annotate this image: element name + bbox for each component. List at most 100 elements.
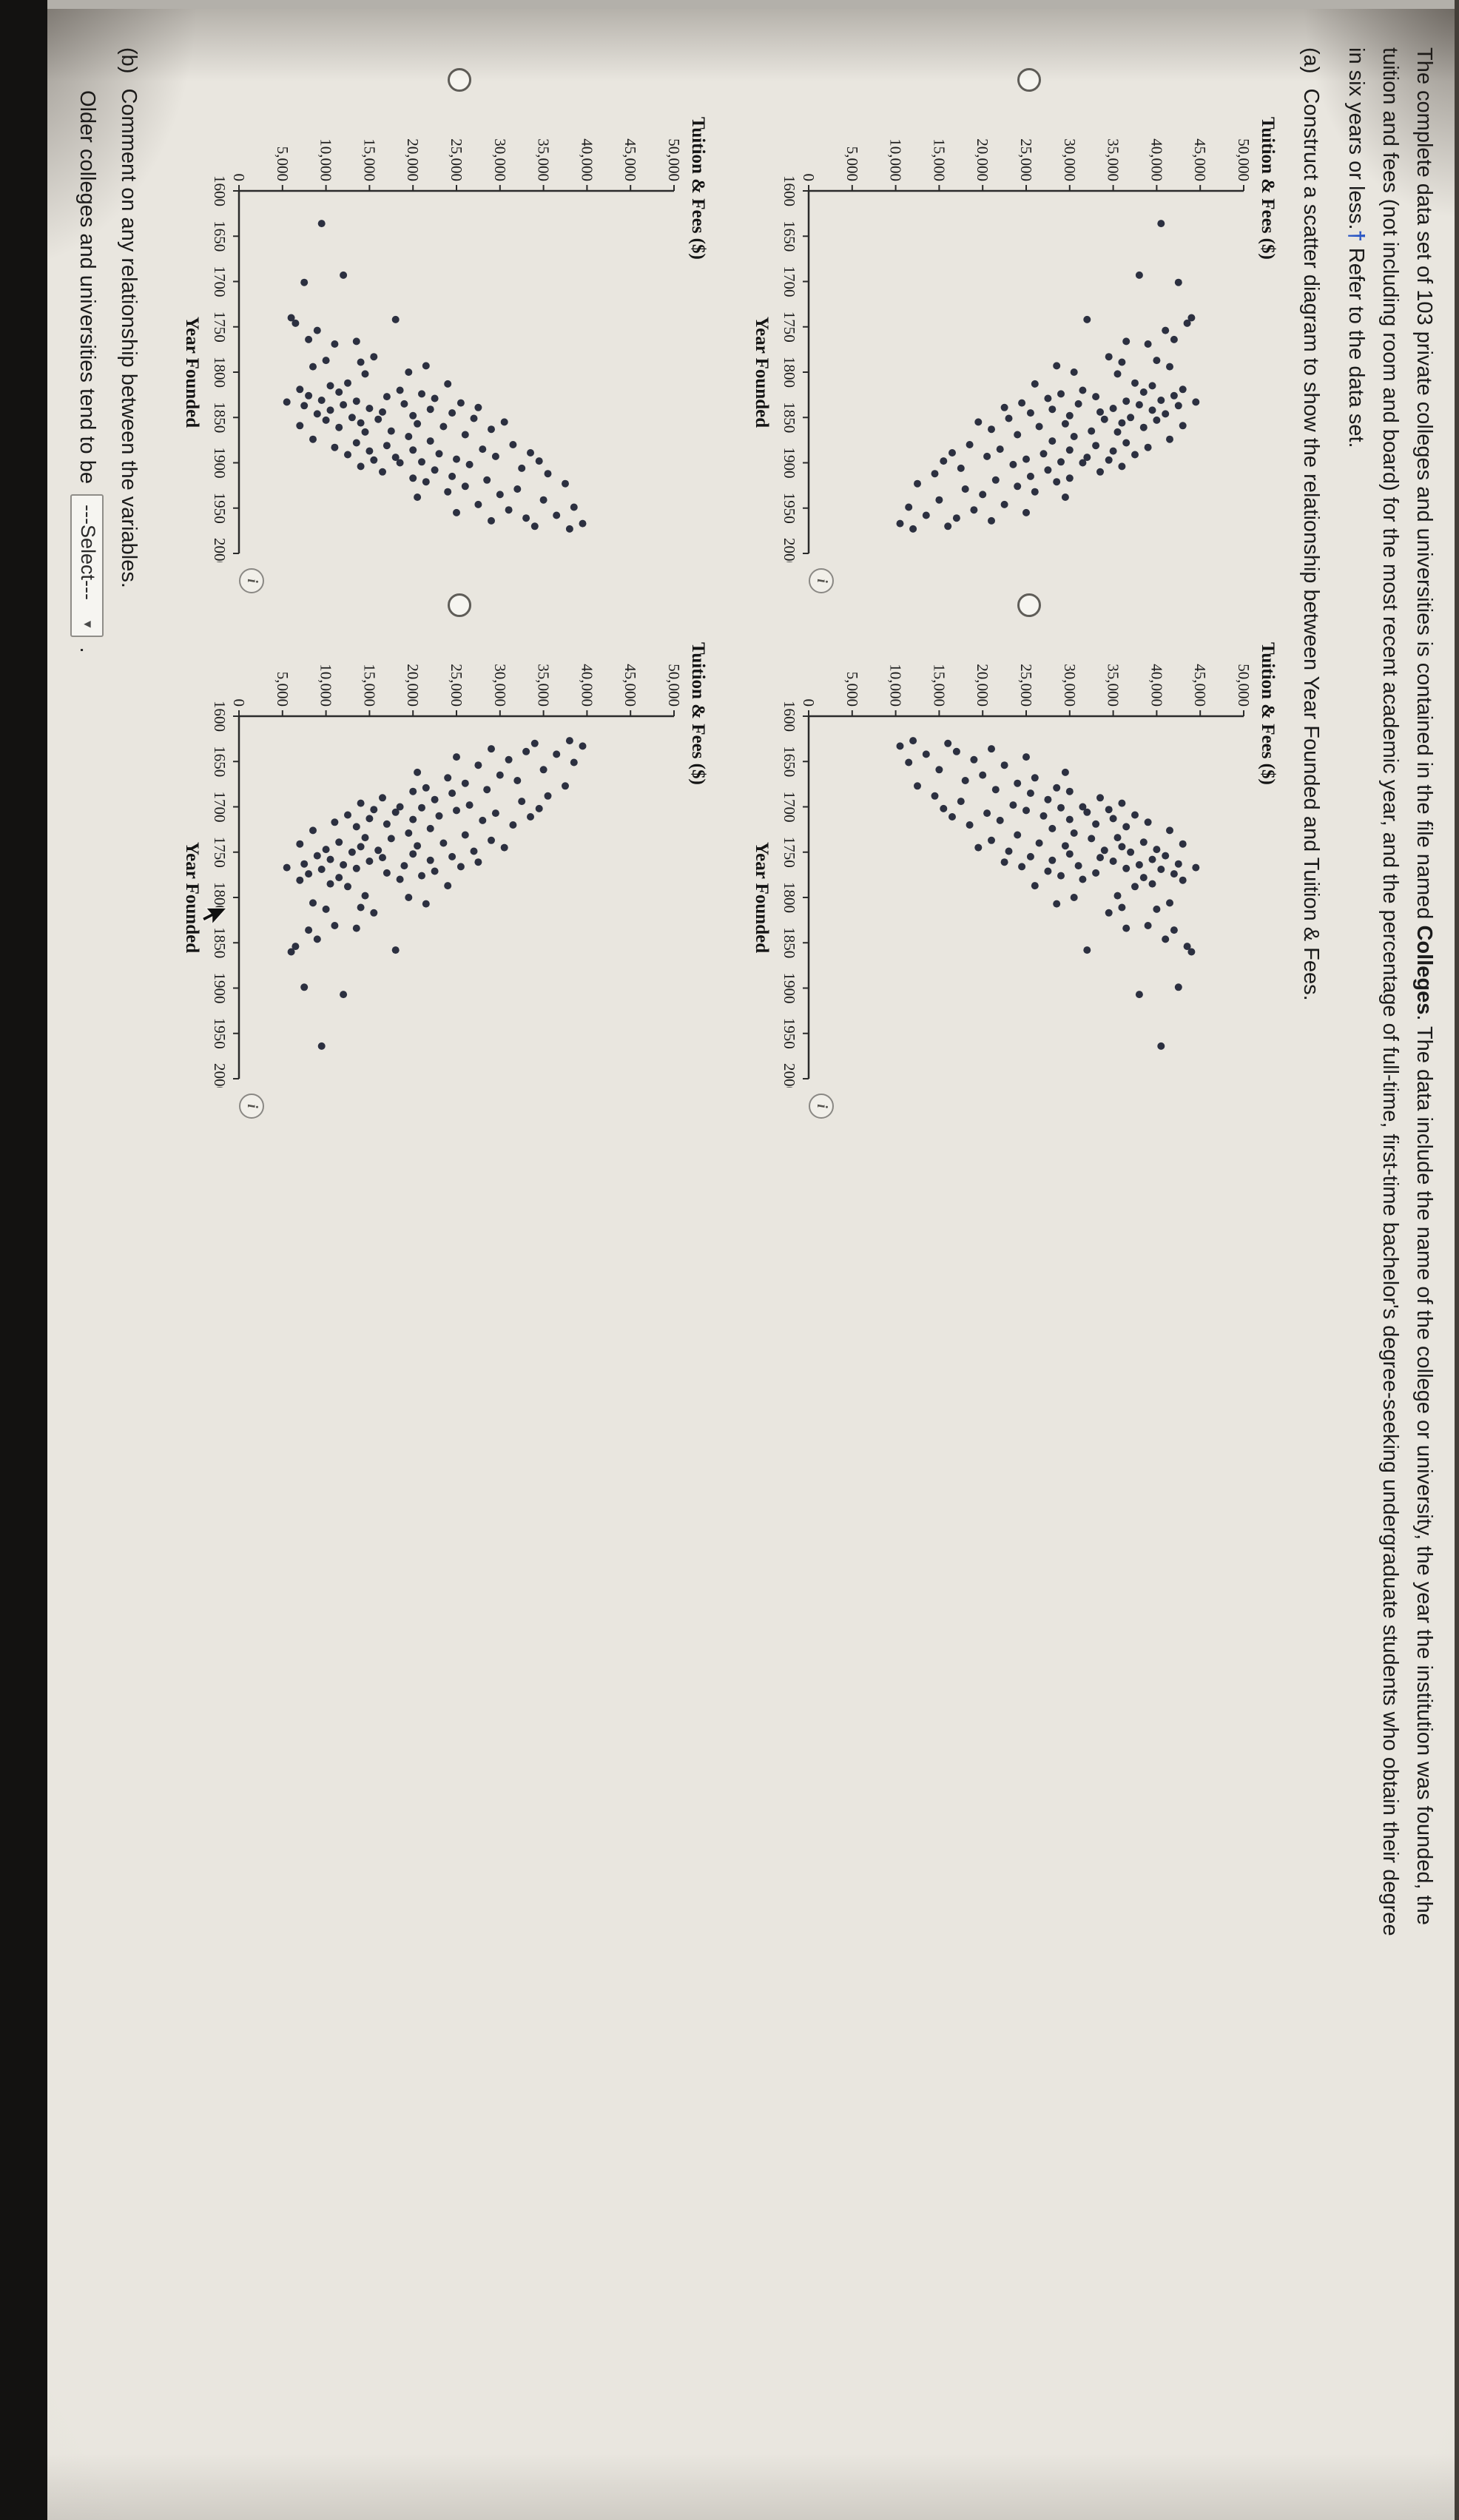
- svg-text:5,000: 5,000: [843, 146, 861, 181]
- svg-text:40,000: 40,000: [578, 138, 596, 181]
- svg-text:1850: 1850: [781, 927, 798, 958]
- svg-text:35,000: 35,000: [535, 138, 553, 181]
- svg-text:20,000: 20,000: [974, 138, 991, 181]
- option-3-plot[interactable]: Tuition & Fees ($) 0 5,000 10,000 15,000 20,…: [181, 111, 708, 570]
- svg-text:1900: 1900: [211, 973, 229, 1004]
- x-axis-title: Year Founded: [752, 841, 772, 954]
- info-icon[interactable]: i: [809, 568, 834, 593]
- x-axis-title: Year Founded: [182, 316, 202, 428]
- scatter-option-2[interactable]: Tuition & Fees ($) 0 5,000 10,000 15,000 20,…: [727, 593, 1278, 1126]
- svg-text:1950: 1950: [211, 1018, 229, 1049]
- svg-text:0: 0: [230, 699, 248, 707]
- x-axis-title: Year Founded: [752, 316, 772, 428]
- scatter-option-1[interactable]: Tuition & Fees ($) 0 5,000 10,000 15,000 20,…: [727, 68, 1278, 601]
- intro-text: . The data include the name of the colle…: [1412, 1014, 1436, 1925]
- svg-text:45,000: 45,000: [621, 664, 639, 707]
- svg-text:1800: 1800: [781, 357, 798, 388]
- svg-text:5,000: 5,000: [843, 672, 861, 707]
- svg-text:25,000: 25,000: [1017, 664, 1035, 707]
- scatter-plot-4: 0 5,000 10,000 15,000 20,000 25,000 30,000 35,0…: [211, 664, 683, 1088]
- screen-top-edge: [1455, 0, 1459, 2520]
- svg-text:30,000: 30,000: [491, 138, 509, 181]
- svg-text:10,000: 10,000: [887, 664, 905, 707]
- y-axis-title: Tuition & Fees ($): [1258, 117, 1278, 260]
- svg-text:1600: 1600: [781, 175, 798, 206]
- svg-text:1850: 1850: [211, 927, 229, 958]
- option-1-radio[interactable]: [1017, 68, 1041, 92]
- y-axis-title: Tuition & Fees ($): [1258, 642, 1278, 785]
- option-4-plot[interactable]: Tuition & Fees ($) 0 5,000 10,000 15,000 20,…: [181, 636, 708, 1095]
- intro-text: Refer to the data set.: [1344, 241, 1368, 448]
- info-icon[interactable]: i: [239, 1094, 264, 1119]
- info-icon[interactable]: i: [809, 1094, 834, 1119]
- y-axis-title: Tuition & Fees ($): [688, 117, 708, 260]
- svg-text:25,000: 25,000: [448, 138, 465, 181]
- chevron-down-icon: ▾: [80, 620, 95, 628]
- svg-text:35,000: 35,000: [535, 664, 553, 707]
- svg-text:35,000: 35,000: [1105, 138, 1122, 181]
- svg-text:30,000: 30,000: [1061, 138, 1079, 181]
- svg-text:1650: 1650: [211, 220, 229, 252]
- svg-text:1650: 1650: [781, 746, 798, 777]
- part-b-label: (b): [117, 47, 141, 74]
- option-2-plot[interactable]: Tuition & Fees ($) 0 5,000 10,000 15,000 20,…: [751, 636, 1278, 1095]
- svg-text:40,000: 40,000: [1148, 138, 1165, 181]
- svg-text:1750: 1750: [211, 311, 229, 343]
- option-4-radio[interactable]: [448, 593, 471, 617]
- svg-text:0: 0: [800, 699, 818, 707]
- svg-text:15,000: 15,000: [360, 664, 378, 707]
- screen-bottom-bar: [0, 0, 47, 2520]
- part-b-sentence: Older colleges and universities tend to …: [75, 90, 99, 484]
- svg-text:50,000: 50,000: [1235, 664, 1253, 707]
- scatter-plot-3: 0 5,000 10,000 15,000 20,000 25,000 30,000 35,0…: [211, 138, 683, 562]
- x-axis-title: Year Founded: [182, 841, 202, 954]
- svg-text:20,000: 20,000: [404, 664, 422, 707]
- option-2-radio[interactable]: [1017, 593, 1041, 617]
- svg-text:1600: 1600: [781, 701, 798, 732]
- option-3-radio[interactable]: [448, 68, 471, 92]
- part-a-text: Construct a scatter diagram to show the …: [1299, 88, 1323, 1001]
- relationship-select[interactable]: ---Select--- ▾: [70, 493, 104, 637]
- svg-text:2000: 2000: [781, 538, 798, 562]
- select-value: ---Select---: [77, 504, 99, 600]
- scatter-option-3[interactable]: Tuition & Fees ($) 0 5,000 10,000 15,000 20,…: [157, 68, 708, 601]
- intro-line-3: in six years or less.† Refer to the data…: [1339, 47, 1373, 1936]
- option-1-plot[interactable]: Tuition & Fees ($) 0 5,000 10,000 15,000 20,…: [751, 111, 1278, 570]
- scatter-option-4[interactable]: Tuition & Fees ($) 0 5,000 10,000 15,000 20,…: [157, 593, 708, 1126]
- info-icon[interactable]: i: [239, 568, 264, 593]
- svg-text:1900: 1900: [211, 448, 229, 479]
- intro-text: in six years or less.: [1344, 47, 1368, 230]
- svg-text:2000: 2000: [211, 538, 229, 562]
- svg-text:1800: 1800: [781, 882, 798, 913]
- svg-text:1650: 1650: [781, 220, 798, 252]
- svg-text:1850: 1850: [781, 402, 798, 433]
- svg-text:1750: 1750: [781, 311, 798, 343]
- svg-text:50,000: 50,000: [665, 138, 683, 181]
- sentence-period: .: [75, 647, 99, 653]
- svg-text:1600: 1600: [211, 175, 229, 206]
- intro-line-2: tuition and fees (not including room and…: [1378, 47, 1402, 1936]
- svg-text:15,000: 15,000: [930, 138, 948, 181]
- svg-text:1600: 1600: [211, 701, 229, 732]
- svg-text:1950: 1950: [781, 493, 798, 524]
- svg-text:20,000: 20,000: [404, 138, 422, 181]
- mouse-cursor: [198, 906, 229, 928]
- svg-text:0: 0: [800, 174, 818, 182]
- part-a-label: (a): [1299, 47, 1323, 74]
- svg-text:30,000: 30,000: [1061, 664, 1079, 707]
- svg-text:1700: 1700: [781, 266, 798, 297]
- svg-text:1700: 1700: [781, 792, 798, 823]
- part-b-answer-line: Older colleges and universities tend to …: [70, 90, 104, 653]
- svg-text:10,000: 10,000: [317, 138, 335, 181]
- dataset-footnote-link[interactable]: †: [1344, 229, 1368, 242]
- intro-text: The complete data set of 103 private col…: [1412, 47, 1436, 926]
- svg-text:40,000: 40,000: [1148, 664, 1165, 707]
- svg-text:35,000: 35,000: [1105, 664, 1122, 707]
- svg-text:40,000: 40,000: [578, 664, 596, 707]
- svg-text:25,000: 25,000: [1017, 138, 1035, 181]
- svg-text:50,000: 50,000: [665, 664, 683, 707]
- y-axis-title: Tuition & Fees ($): [688, 642, 708, 785]
- svg-text:0: 0: [230, 174, 248, 182]
